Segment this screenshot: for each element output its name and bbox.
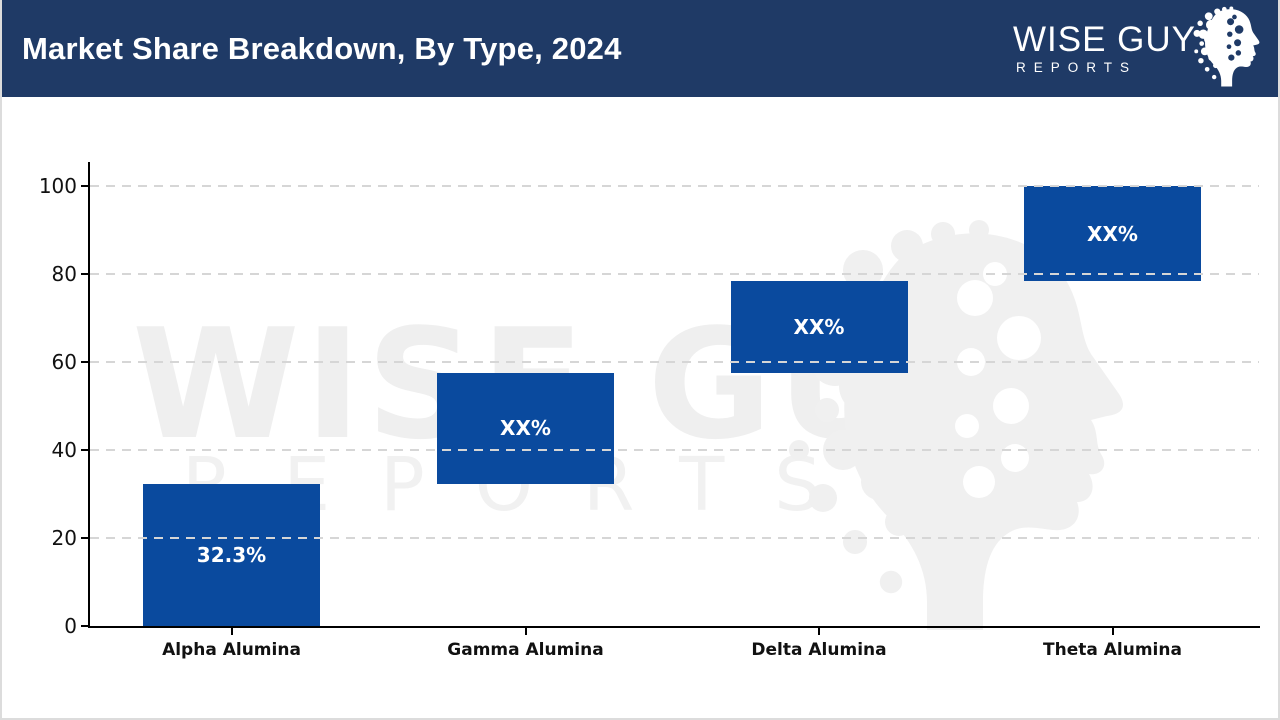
logo-subtext: REPORTS bbox=[1015, 60, 1137, 75]
bar-delta-alumina: XX% bbox=[730, 281, 908, 373]
bar-value-label: XX% bbox=[793, 314, 845, 339]
y-tick-label-80: 80 bbox=[51, 262, 77, 286]
y-tick-label-40: 40 bbox=[51, 438, 77, 462]
y-tick-mark-40 bbox=[81, 449, 89, 451]
x-tick-label-delta-alumina: Delta Alumina bbox=[751, 640, 887, 660]
header-bar: Market Share Breakdown, By Type, 2024 WI… bbox=[2, 0, 1278, 97]
y-tick-mark-60 bbox=[81, 361, 89, 363]
x-tick-label-gamma-alumina: Gamma Alumina bbox=[447, 640, 604, 660]
y-tick-mark-100 bbox=[81, 185, 89, 187]
gridline-100 bbox=[90, 185, 1259, 187]
x-tick-mark-4 bbox=[1111, 628, 1114, 635]
gridline-60 bbox=[90, 361, 1259, 363]
wiseguy-logo: WISE GUY REPORTS bbox=[1013, 5, 1268, 92]
y-tick-label-100: 100 bbox=[38, 174, 77, 198]
bar-theta-alumina: XX% bbox=[1024, 186, 1201, 282]
bar-value-label: 32.3% bbox=[196, 542, 267, 567]
x-tick-mark-3 bbox=[818, 628, 820, 635]
logo-text: WISE GUY REPORTS bbox=[1013, 22, 1196, 75]
x-axis-line bbox=[88, 626, 1260, 628]
x-tick-label-alpha-alumina: Alpha Alumina bbox=[162, 640, 301, 660]
wiseguy-head-icon bbox=[1193, 5, 1260, 86]
y-tick-mark-0 bbox=[81, 625, 89, 627]
logo-wordmark: WISE GUY bbox=[1012, 20, 1196, 59]
gridline-40 bbox=[90, 449, 1259, 451]
y-tick-mark-20 bbox=[81, 537, 89, 539]
x-tick-mark-1 bbox=[230, 628, 233, 635]
gridline-80 bbox=[90, 273, 1259, 275]
bar-alpha-alumina: 32.3% bbox=[143, 483, 320, 626]
bar-gamma-alumina: XX% bbox=[437, 372, 614, 484]
y-tick-label-60: 60 bbox=[51, 350, 77, 374]
y-tick-label-0: 0 bbox=[64, 614, 77, 638]
x-tick-label-theta-alumina: Theta Alumina bbox=[1043, 640, 1182, 660]
gridline-20 bbox=[90, 537, 1259, 539]
y-tick-label-20: 20 bbox=[51, 526, 77, 550]
x-tick-mark-2 bbox=[524, 628, 527, 635]
y-axis-line bbox=[88, 162, 90, 628]
bar-value-label: XX% bbox=[1087, 221, 1138, 246]
bar-value-label: XX% bbox=[500, 416, 551, 441]
chart-title: Market Share Breakdown, By Type, 2024 bbox=[22, 30, 622, 66]
y-tick-mark-80 bbox=[81, 273, 89, 275]
